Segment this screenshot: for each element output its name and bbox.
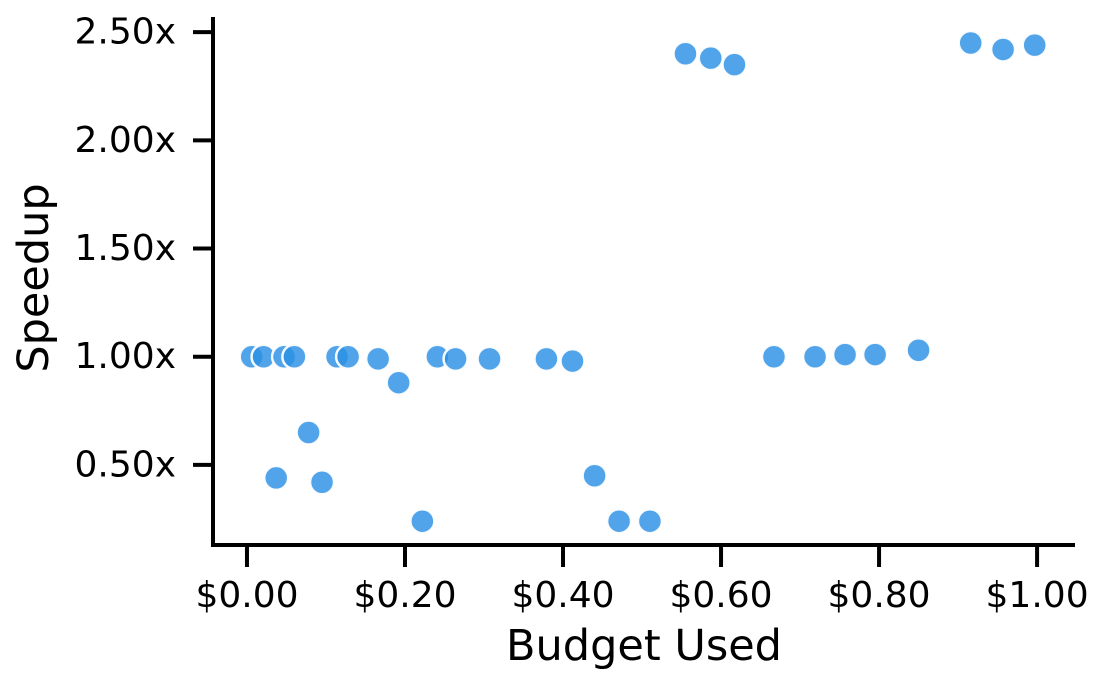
x-tick-label: $0.20: [353, 575, 456, 616]
y-tick-label: 2.00x: [75, 120, 176, 161]
tick-label-layer: 0.50x 1.00x 1.50x 2.00x 2.50x $0.00 $0.20 $0.40…: [75, 12, 1089, 616]
axes-layer: [193, 17, 1075, 567]
data-point: [476, 345, 503, 373]
data-point: [262, 464, 290, 492]
data-point: [801, 343, 829, 370]
data-point: [409, 507, 436, 535]
y-tick-label: 0.50x: [75, 444, 176, 485]
x-axis-title: Budget Used: [506, 621, 782, 671]
data-point: [861, 341, 889, 368]
data-point: [760, 343, 788, 370]
data-point: [672, 40, 699, 68]
data-point: [559, 347, 586, 375]
data-point: [831, 341, 859, 368]
x-tick-label: $1.00: [986, 575, 1089, 616]
data-point: [957, 29, 984, 57]
x-tick-label: $0.40: [511, 575, 614, 616]
data-point: [281, 343, 308, 370]
data-point: [295, 419, 322, 446]
data-point: [636, 507, 664, 535]
data-point: [385, 369, 412, 396]
y-tick-label: 1.00x: [75, 336, 176, 377]
data-point: [442, 345, 469, 373]
data-point: [581, 462, 608, 490]
data-point: [308, 468, 336, 496]
data-point: [697, 44, 725, 72]
data-point: [905, 336, 932, 364]
x-tick-label: $0.80: [828, 575, 931, 616]
y-tick-label: 2.50x: [75, 12, 176, 53]
data-point: [989, 36, 1017, 63]
data-point: [364, 345, 392, 373]
data-point: [1021, 31, 1048, 59]
data-point: [721, 51, 748, 78]
y-axis-title: Speedup: [9, 183, 59, 372]
x-tick-label: $0.60: [670, 575, 773, 616]
data-point: [533, 345, 560, 373]
y-tick-label: 1.50x: [75, 228, 176, 269]
data-point: [605, 507, 633, 535]
data-points-layer: [238, 29, 1048, 535]
data-point: [334, 343, 362, 370]
x-tick-label: $0.00: [195, 575, 298, 616]
